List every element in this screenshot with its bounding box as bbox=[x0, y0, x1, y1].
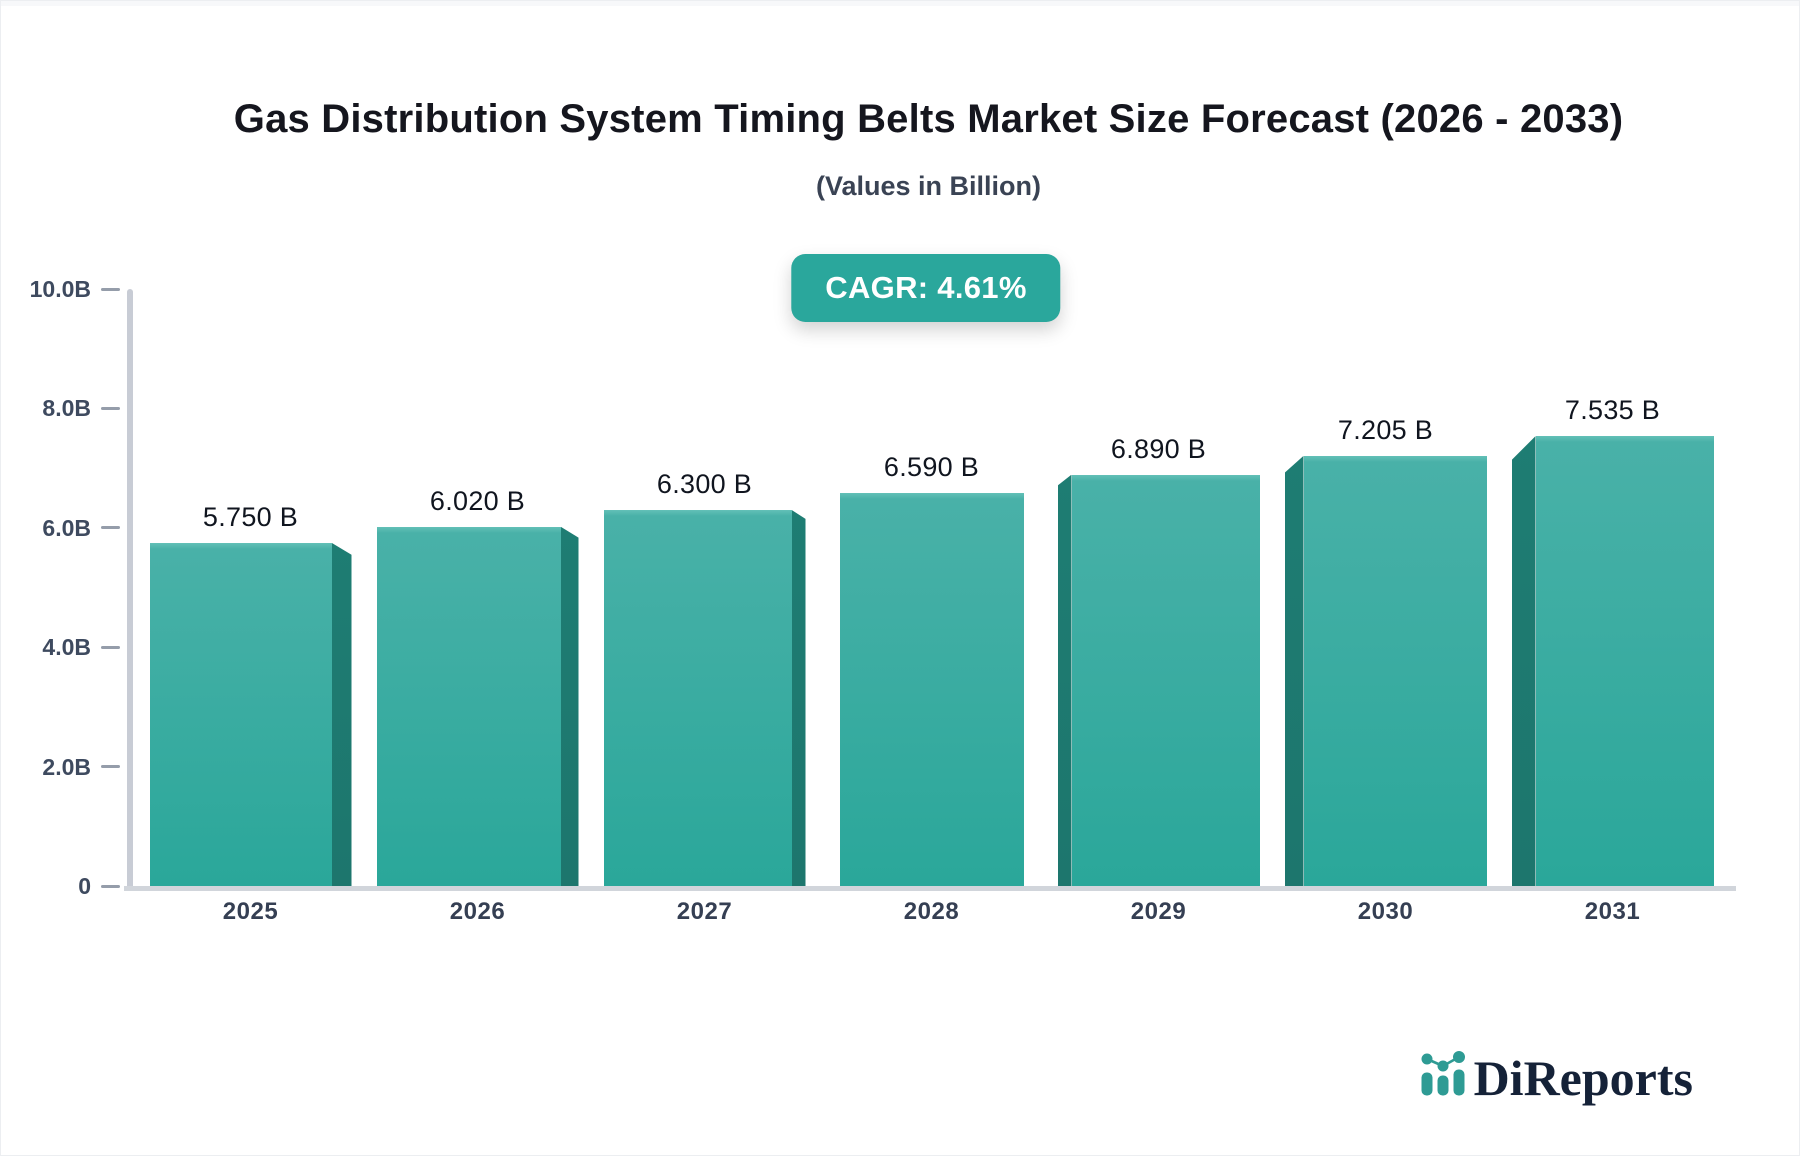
bar-2030-side-face bbox=[1284, 455, 1304, 886]
x-tick-label-2025: 2025 bbox=[222, 898, 279, 925]
y-tick-mark bbox=[101, 526, 120, 530]
bar-2029 bbox=[1071, 474, 1260, 886]
cagr-badge: CAGR: 4.61% bbox=[791, 254, 1061, 322]
bar-2030 bbox=[1303, 455, 1487, 886]
y-tick-label: 2.0B bbox=[42, 753, 91, 780]
y-tick-mark bbox=[101, 645, 120, 649]
bar-2028 bbox=[839, 492, 1024, 886]
bar-value-label: 6.300 B bbox=[656, 468, 753, 499]
y-tick-mark bbox=[101, 406, 120, 410]
logo: DiReports bbox=[1420, 1037, 1693, 1103]
chart-title: Gas Distribution System Timing Belts Mar… bbox=[233, 97, 1624, 141]
bar-2027 bbox=[603, 509, 792, 886]
bar-value-label: 6.590 B bbox=[883, 451, 980, 482]
bar-2031 bbox=[1535, 436, 1714, 886]
logo-text: DiReports bbox=[1473, 1050, 1693, 1106]
y-tick-label: 10.0B bbox=[29, 276, 91, 302]
x-axis-line bbox=[124, 886, 1736, 891]
bar-2025-side-face bbox=[331, 542, 352, 886]
x-tick-label-2031: 2031 bbox=[1584, 898, 1641, 925]
bar-2025 bbox=[149, 542, 332, 886]
y-tick-label: 6.0B bbox=[42, 514, 91, 541]
bar-2027-side-face bbox=[791, 509, 806, 886]
mini-bar-line-chart-icon bbox=[1421, 1051, 1465, 1096]
bar-2026 bbox=[376, 526, 561, 886]
x-tick-label-2030: 2030 bbox=[1357, 898, 1414, 925]
y-tick-label: 4.0B bbox=[42, 634, 91, 661]
bar-value-label: 5.750 B bbox=[202, 501, 299, 532]
bar-2026-side-face bbox=[560, 526, 579, 886]
bar-value-label: 7.205 B bbox=[1337, 414, 1434, 445]
y-axis-line bbox=[127, 289, 133, 890]
y-tick-label: 8.0B bbox=[42, 395, 91, 422]
y-tick-mark bbox=[101, 287, 120, 291]
card-top-edge bbox=[1, 1, 1799, 6]
chart-subtitle: (Values in Billion) bbox=[815, 171, 1042, 201]
y-tick-mark bbox=[101, 765, 120, 769]
x-tick-label-2029: 2029 bbox=[1130, 898, 1187, 925]
x-tick-label-2028: 2028 bbox=[903, 898, 960, 925]
bar-value-label: 6.020 B bbox=[429, 485, 526, 516]
bar-value-label: 6.890 B bbox=[1110, 433, 1207, 464]
x-tick-label-2027: 2027 bbox=[676, 898, 733, 925]
bar-2031-side-face bbox=[1511, 436, 1536, 886]
y-tick-mark bbox=[101, 884, 120, 888]
x-tick-label-2026: 2026 bbox=[449, 898, 506, 925]
bar-2029-side-face bbox=[1057, 474, 1072, 886]
bar-value-label: 7.535 B bbox=[1564, 395, 1661, 426]
y-tick-label: 0 bbox=[78, 873, 91, 899]
